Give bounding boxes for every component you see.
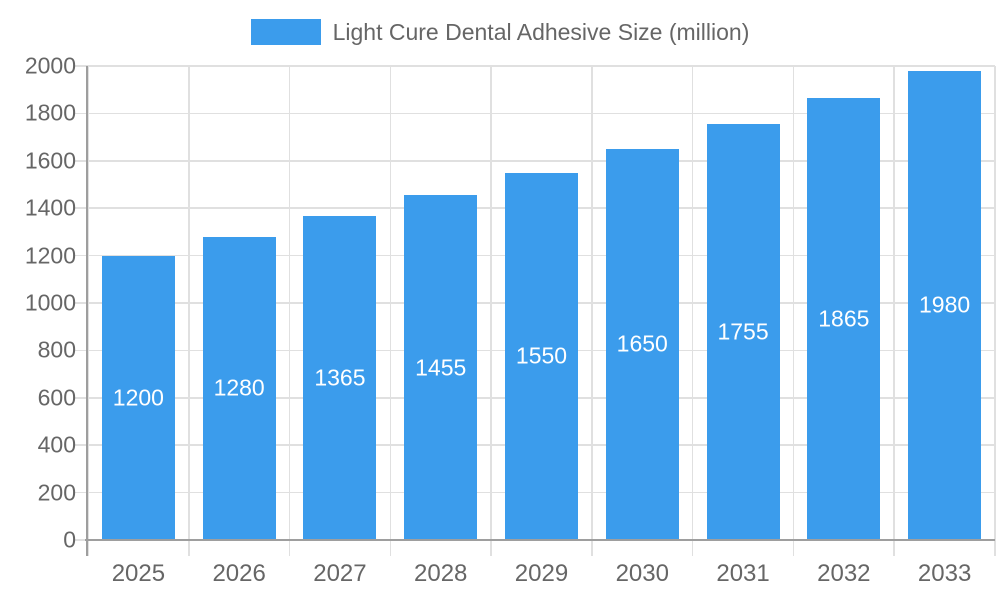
bar-2028[interactable] [404,195,478,540]
x-axis-tick [288,540,291,556]
x-axis-tick [490,540,492,556]
x-tick-label: 2025 [111,560,166,587]
y-axis-line [85,66,88,556]
x-axis-tick [994,540,996,556]
bar-value-label: 1200 [112,384,164,411]
bar-2027[interactable] [303,216,377,540]
x-tick-label: 2031 [716,560,770,587]
x-axis-tick [792,540,795,556]
x-gridline [591,66,593,540]
x-gridline [792,66,795,540]
bar-2025[interactable] [101,255,175,540]
bar-value-label: 1550 [515,342,568,369]
x-axis-tick [389,540,392,556]
x-gridline [994,66,996,540]
bar-value-label: 1650 [616,330,668,357]
y-tick-label: 1800 [24,99,76,126]
chart-legend-item[interactable]: Light Cure Dental Adhesive Size (million… [0,19,1000,45]
x-gridline [893,66,895,540]
y-gridline [88,65,995,67]
y-axis-tick [75,444,88,446]
y-gridline [88,112,995,115]
x-gridline [389,66,392,540]
x-gridline [188,66,190,540]
x-axis-tick [188,540,190,556]
x-axis-tick [893,540,895,556]
y-axis-tick [75,491,88,494]
bar-2026[interactable] [202,236,276,540]
y-tick-label: 1400 [24,194,76,221]
x-tick-label: 2028 [414,560,468,587]
y-tick-label: 400 [37,431,76,458]
x-gridline [87,66,89,540]
y-axis-tick [75,302,88,304]
x-tick-label: 2027 [313,560,367,587]
x-tick-label: 2029 [514,560,569,587]
y-tick-label: 1600 [24,147,76,174]
y-tick-label: 0 [63,526,76,553]
y-tick-label: 2000 [24,52,76,79]
legend-label: Light Cure Dental Adhesive Size (million… [332,19,750,45]
x-axis-tick [691,540,694,556]
y-axis-tick [75,112,88,115]
y-gridline [88,160,995,162]
y-tick-label: 600 [37,384,76,411]
y-axis-tick [75,207,88,209]
y-axis-tick [75,397,88,399]
bar-value-label: 1455 [415,354,467,381]
y-axis-tick [75,160,88,162]
bar-2033[interactable] [908,70,982,540]
y-axis-tick [75,539,88,541]
bar-value-label: 1980 [919,291,971,318]
bar-2032[interactable] [807,97,881,540]
bar-value-label: 1865 [818,305,870,332]
x-gridline [490,66,492,540]
bar-value-label: 1280 [213,374,265,401]
x-gridline [691,66,694,540]
legend-swatch [250,19,321,45]
y-axis-tick [75,254,88,257]
bar-2029[interactable] [505,172,578,540]
bar-2030[interactable] [605,148,679,540]
x-axis-tick [591,540,593,556]
x-gridline [288,66,291,540]
x-tick-label: 2030 [615,560,669,587]
x-tick-label: 2033 [917,560,972,587]
y-tick-label: 1000 [24,289,76,316]
bar-value-label: 1755 [717,318,769,345]
y-axis-tick [75,349,88,352]
y-tick-label: 1200 [24,242,76,269]
x-tick-label: 2026 [212,560,266,587]
bar-value-label: 1365 [314,364,366,391]
y-tick-label: 800 [37,336,76,363]
x-tick-label: 2032 [817,560,871,587]
x-axis-tick [87,540,89,556]
y-tick-label: 200 [37,479,76,506]
y-axis-tick [75,65,88,67]
x-axis-line [85,538,995,541]
bar-2031[interactable] [706,124,780,540]
